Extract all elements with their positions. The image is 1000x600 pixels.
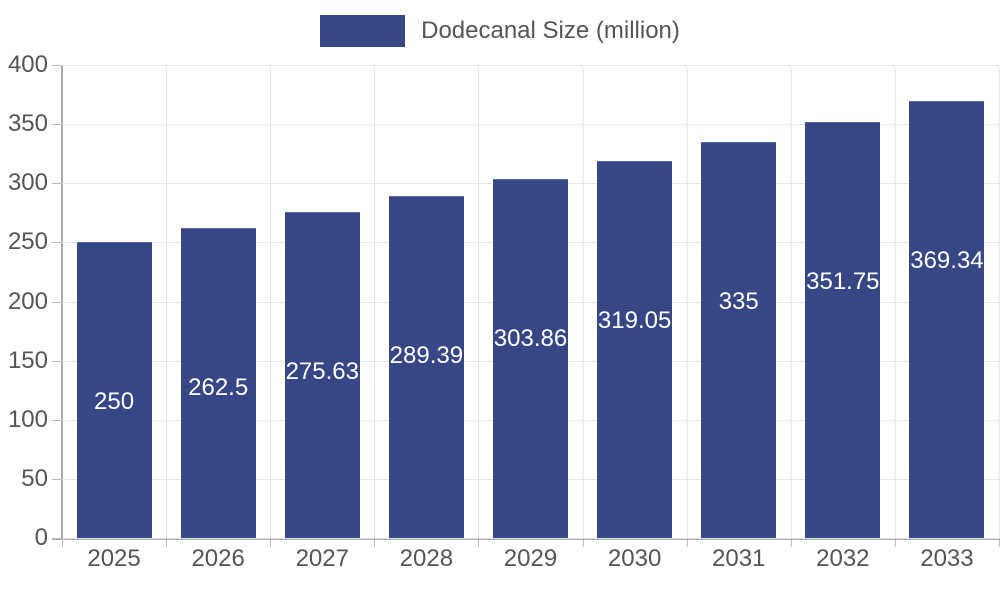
x-tick-mark (166, 538, 167, 547)
gridline-vertical (166, 65, 167, 538)
bar[interactable] (493, 178, 568, 538)
y-tick-mark (52, 242, 62, 244)
y-tick-mark (52, 301, 62, 303)
x-tick-mark (374, 538, 375, 547)
y-tick-label: 350 (0, 112, 48, 136)
bar[interactable] (76, 242, 152, 538)
y-tick-label-text: 50 (21, 464, 48, 492)
gridline-vertical (478, 65, 479, 538)
bar[interactable] (284, 212, 360, 538)
y-tick-label-text: 0 (34, 524, 48, 551)
x-tick-label: 2029 (503, 545, 558, 572)
y-tick-label: 150 (0, 346, 48, 374)
x-tick-label: 2026 (191, 545, 245, 572)
x-tick-label: 2032 (816, 545, 870, 572)
y-tick-mark (52, 360, 62, 362)
x-tick-label: 2030 (607, 545, 662, 572)
y-tick-mark (52, 124, 62, 126)
gridline-vertical (374, 65, 375, 538)
chart-legend: Dodecanal Size (million) (0, 10, 1000, 52)
plot-area: 0 50 100 150 200 250 300 350 400 2025 2026 2027 202… (8, 53, 1000, 571)
legend-label: Dodecanal Size (million) (421, 17, 680, 44)
gridline-horizontal (62, 124, 999, 126)
x-tick-mark (895, 538, 896, 547)
x-tick-mark (791, 538, 792, 547)
bar[interactable] (805, 122, 881, 538)
y-tick-label-text: 250 (7, 228, 48, 256)
y-tick-label: 300 (0, 171, 48, 195)
legend-swatch-icon (320, 15, 406, 47)
x-tick-label: 2028 (399, 545, 454, 572)
gridline-vertical (270, 65, 271, 538)
y-tick-label-text: 200 (7, 287, 48, 315)
bar[interactable] (597, 160, 673, 538)
y-tick-mark (52, 183, 62, 185)
gridline-vertical (791, 65, 792, 538)
bar[interactable] (388, 195, 464, 538)
gridline-vertical (687, 65, 688, 538)
y-tick-label: 0 (0, 526, 48, 550)
gridline-vertical (895, 65, 896, 538)
x-tick-label: 2027 (295, 545, 349, 572)
y-tick-mark (52, 478, 62, 480)
gridline-horizontal (62, 65, 999, 66)
bar[interactable] (701, 141, 777, 538)
y-tick-label-text: 100 (7, 405, 48, 433)
x-tick-mark (478, 538, 479, 547)
x-tick-label: 2033 (920, 545, 974, 572)
y-tick-label-text: 300 (7, 169, 48, 197)
x-tick-label: 2031 (712, 545, 766, 572)
y-tick-label: 250 (0, 230, 48, 254)
x-tick-mark (270, 538, 271, 547)
gridline-vertical (583, 65, 584, 538)
gridline-horizontal (62, 538, 999, 539)
x-tick-label: 2025 (87, 545, 141, 572)
y-tick-label-text: 400 (7, 51, 48, 78)
y-tick-mark (52, 538, 62, 539)
y-tick-label-text: 350 (7, 110, 48, 138)
y-tick-mark (52, 65, 62, 66)
y-tick-label: 50 (0, 464, 48, 492)
x-tick-mark (687, 538, 688, 547)
x-tick-mark (583, 538, 584, 547)
y-tick-label-text: 150 (7, 346, 48, 374)
y-tick-label: 400 (0, 53, 48, 77)
y-tick-mark (52, 419, 62, 421)
x-axis-line (52, 538, 999, 540)
y-tick-label: 100 (0, 405, 48, 433)
bar[interactable] (180, 227, 256, 538)
y-tick-label: 200 (0, 287, 48, 315)
bar[interactable] (909, 101, 985, 538)
x-tick-mark (62, 538, 63, 547)
